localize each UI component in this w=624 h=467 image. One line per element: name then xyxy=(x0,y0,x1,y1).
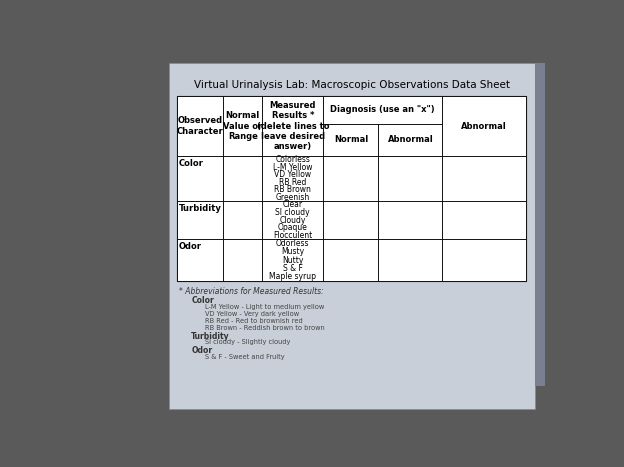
Text: Sl cloudy - Slightly cloudy: Sl cloudy - Slightly cloudy xyxy=(205,340,291,346)
Text: VD Yellow: VD Yellow xyxy=(275,170,311,179)
Text: Turbidity: Turbidity xyxy=(191,332,230,341)
Text: Normal
Value or
Range: Normal Value or Range xyxy=(223,111,262,141)
Bar xyxy=(378,239,442,281)
Bar xyxy=(177,96,223,156)
Bar xyxy=(442,239,526,281)
Bar xyxy=(323,156,378,201)
Bar xyxy=(378,156,442,201)
Text: Diagnosis (use an "x"): Diagnosis (use an "x") xyxy=(331,106,435,114)
Bar xyxy=(223,239,262,281)
Text: L-M Yellow - Light to medium yellow: L-M Yellow - Light to medium yellow xyxy=(205,304,324,310)
Text: Turbidity: Turbidity xyxy=(178,204,222,213)
Text: RB Brown - Reddish brown to brown: RB Brown - Reddish brown to brown xyxy=(205,325,325,331)
Bar xyxy=(262,239,323,281)
Bar xyxy=(262,96,323,156)
Bar xyxy=(262,201,323,239)
Bar xyxy=(323,239,378,281)
Bar xyxy=(223,96,262,156)
Text: Color: Color xyxy=(178,159,203,168)
Text: S & F - Sweet and Fruity: S & F - Sweet and Fruity xyxy=(205,354,285,360)
Bar xyxy=(177,239,223,281)
Text: * Abbreviations for Measured Results:: * Abbreviations for Measured Results: xyxy=(178,287,323,296)
Bar xyxy=(170,63,535,410)
Text: S & F: S & F xyxy=(283,264,303,273)
Bar xyxy=(442,201,526,239)
Bar xyxy=(223,156,262,201)
Bar xyxy=(323,96,378,156)
Text: Flocculent: Flocculent xyxy=(273,231,313,240)
Bar xyxy=(378,96,442,156)
Text: Abnormal: Abnormal xyxy=(461,121,507,131)
Bar xyxy=(323,96,442,124)
Bar xyxy=(442,96,526,156)
Text: Clear: Clear xyxy=(283,200,303,209)
Text: Observed
Character: Observed Character xyxy=(177,116,223,136)
Text: Cloudy: Cloudy xyxy=(280,216,306,225)
Text: RB Red: RB Red xyxy=(279,177,306,187)
Text: Odor: Odor xyxy=(178,242,202,251)
Text: Greenish: Greenish xyxy=(276,192,310,202)
Text: Abnormal: Abnormal xyxy=(388,135,433,144)
Text: Musty: Musty xyxy=(281,247,305,256)
Text: Odorless: Odorless xyxy=(276,239,310,248)
Text: Odor: Odor xyxy=(191,347,212,355)
Text: Virtual Urinalysis Lab: Macroscopic Observations Data Sheet: Virtual Urinalysis Lab: Macroscopic Obse… xyxy=(194,79,510,90)
Text: Nutty: Nutty xyxy=(282,255,303,265)
Text: Sl cloudy: Sl cloudy xyxy=(276,208,310,217)
Text: Opaque: Opaque xyxy=(278,223,308,232)
Bar xyxy=(535,63,545,386)
Text: RB Brown: RB Brown xyxy=(275,185,311,194)
Text: Maple syrup: Maple syrup xyxy=(270,272,316,281)
Bar xyxy=(177,96,526,281)
Text: Color: Color xyxy=(191,296,214,305)
Bar xyxy=(378,124,442,156)
Bar xyxy=(323,124,378,156)
Text: RB Red - Red to brownish red: RB Red - Red to brownish red xyxy=(205,318,303,324)
Bar xyxy=(442,156,526,201)
Bar xyxy=(223,201,262,239)
Text: Colorless: Colorless xyxy=(275,156,310,164)
Text: L-M Yellow: L-M Yellow xyxy=(273,163,313,172)
Bar xyxy=(177,156,223,201)
Bar xyxy=(177,201,223,239)
Text: VD Yellow - Very dark yellow: VD Yellow - Very dark yellow xyxy=(205,311,300,317)
Text: Normal: Normal xyxy=(334,135,368,144)
Text: Measured
Results *
(delete lines to
leave desired
answer): Measured Results * (delete lines to leav… xyxy=(256,101,329,151)
Bar xyxy=(323,201,378,239)
Bar xyxy=(262,156,323,201)
Bar xyxy=(378,201,442,239)
